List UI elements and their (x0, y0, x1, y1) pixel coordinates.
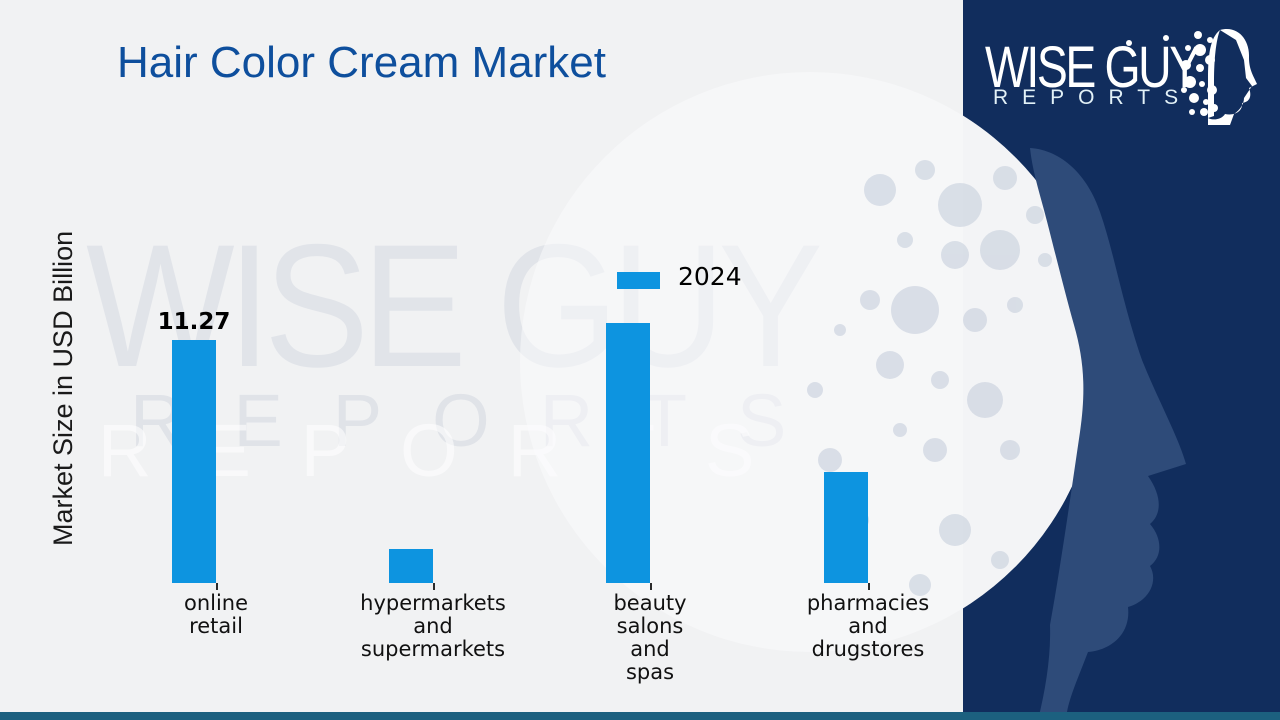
x-axis-category-label: hypermarkets and supermarkets (360, 591, 506, 661)
logo-head-dots (1181, 31, 1218, 116)
legend-swatch-2024 (617, 272, 660, 289)
legend-label: 2024 (678, 262, 742, 291)
watermark-reports-text: REPORTS (130, 379, 837, 462)
watermark-brand-text: WISE GUY (86, 209, 823, 404)
logo: WISE GUY REPORTS (963, 0, 1280, 130)
logo-accent-dot (1163, 35, 1169, 41)
watermark-reports-shadow-text: REPORTS (98, 409, 805, 492)
bar-online-retail (172, 340, 216, 583)
logo-head-icon (1181, 29, 1257, 125)
bar-pharmacies-and-drugstores (824, 472, 868, 583)
bar-hypermarkets-and-supermarkets (389, 549, 433, 583)
bar-value-label: 11.27 (157, 309, 231, 335)
x-axis-category-label: online retail (183, 591, 249, 638)
logo-sub-text: REPORTS (993, 86, 1193, 109)
x-axis-tick (650, 583, 652, 590)
x-axis-tick (433, 583, 435, 590)
x-axis-category-label: beauty salons and spas (613, 591, 687, 684)
x-axis-tick (216, 583, 218, 590)
y-axis-label: Market Size in USD Billion (48, 230, 78, 546)
footer-bar (0, 712, 1280, 720)
chart-title: Hair Color Cream Market (117, 38, 606, 87)
logo-accent-dot (1126, 40, 1132, 46)
bar-beauty-salons-and-spas (606, 323, 650, 583)
x-axis-category-label: pharmacies and drugstores (806, 591, 930, 661)
x-axis-tick (868, 583, 870, 590)
